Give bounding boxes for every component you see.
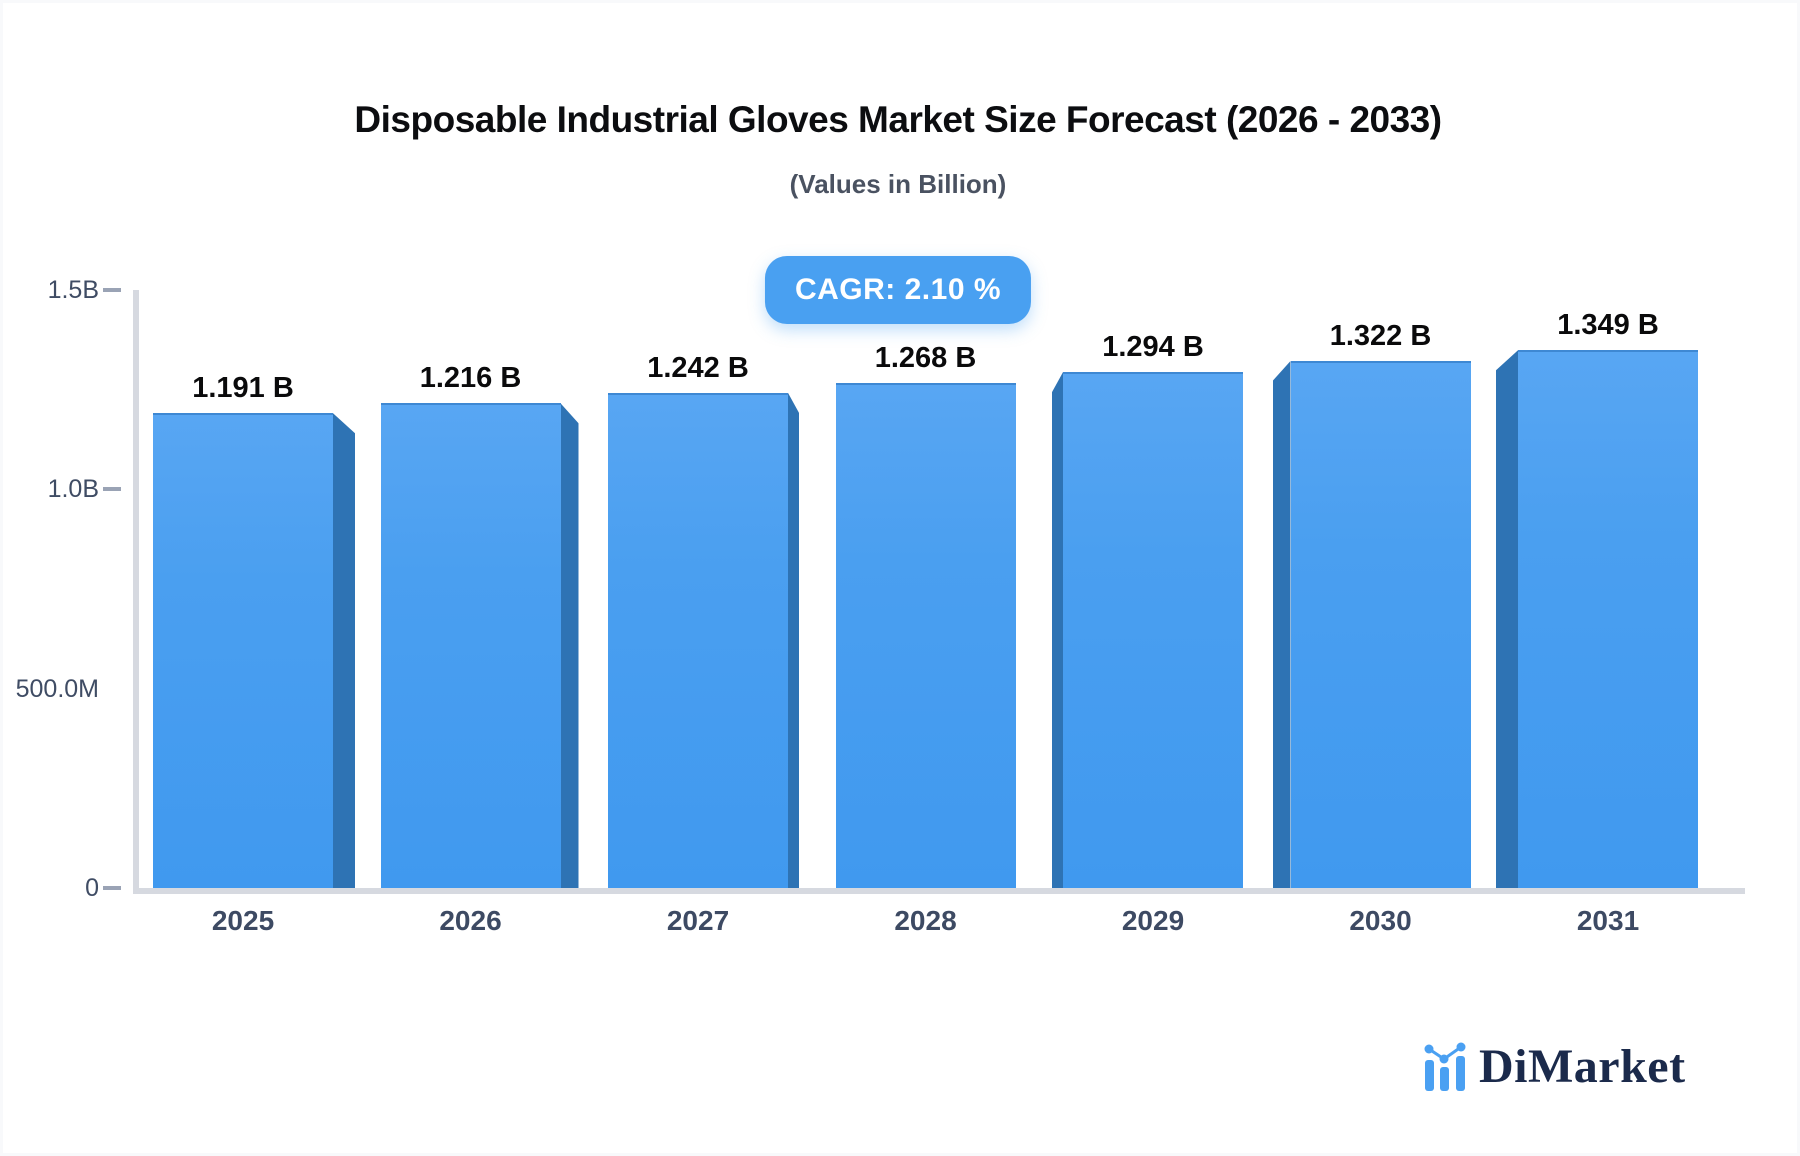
y-axis-label-500.0M: 500.0M (15, 674, 99, 703)
bar-2028[interactable]: 1.268 B (835, 342, 1016, 888)
x-axis-label-2028: 2028 (894, 905, 957, 936)
bar-face-2026 (380, 403, 561, 888)
bar-value-label-2028: 1.268 B (874, 341, 977, 374)
plot-area: 1.191 B 1.216 B 1.242 B 1.268 B 1.294 B 1.322… (136, 290, 1745, 888)
chart-subtitle: (Values in Billion) (789, 169, 1007, 199)
bar-value-label-2031: 1.349 B (1557, 309, 1659, 342)
chart-title: Disposable Industrial Gloves Market Size… (354, 99, 1442, 140)
x-axis-label-2026: 2026 (439, 905, 502, 936)
bar-2029[interactable]: 1.294 B (1052, 331, 1243, 888)
bar-face-2025 (153, 413, 333, 888)
bar-side-face-2026 (560, 403, 579, 888)
bar-side-face-2025 (333, 413, 355, 888)
bar-face-2029 (1063, 372, 1243, 888)
x-axis-label-2031: 2031 (1576, 905, 1640, 936)
y-axis-tick (103, 487, 121, 492)
bar-face-2027 (608, 392, 788, 888)
bar-2025[interactable]: 1.191 B (153, 372, 355, 888)
y-axis-tick (103, 886, 121, 890)
x-axis-line (133, 888, 1745, 894)
bar-face-2030 (1290, 360, 1471, 888)
bar-value-label-2026: 1.216 B (419, 362, 522, 395)
y-axis-line (133, 290, 139, 894)
brand-logo: DiMarket (1423, 1041, 1686, 1091)
x-axis-label-2030: 2030 (1349, 905, 1412, 936)
bar-value-label-2030: 1.322 B (1329, 319, 1432, 352)
bar-value-label-2025: 1.191 B (192, 372, 294, 405)
brand-name: DiMarket (1479, 1040, 1686, 1093)
bar-side-face-2027 (788, 392, 799, 888)
y-axis-label-1.5B: 1.5B (47, 276, 99, 304)
bar-face-2031 (1518, 350, 1698, 888)
y-axis-label-0: 0 (85, 874, 99, 902)
bar-value-label-2027: 1.242 B (647, 351, 749, 384)
cagr-badge: CAGR: 2.10 % (764, 256, 1032, 324)
bar-side-face-2031 (1496, 350, 1518, 888)
x-axis-label-2025: 2025 (211, 905, 275, 936)
brand-logo-icon (1423, 1041, 1467, 1091)
bar-face-2028 (835, 382, 1016, 888)
x-axis-label-2027: 2027 (666, 905, 730, 936)
x-axis-label-2029: 2029 (1121, 905, 1185, 936)
bar-side-face-2030 (1272, 360, 1291, 888)
bar-2026[interactable]: 1.216 B (380, 362, 579, 888)
bar-2030[interactable]: 1.322 B (1272, 320, 1471, 888)
bar-value-label-2029: 1.294 B (1102, 331, 1204, 364)
y-axis-label-1.0B: 1.0B (47, 475, 99, 504)
bar-2027[interactable]: 1.242 B (608, 352, 799, 888)
bar-2031[interactable]: 1.349 B (1496, 309, 1698, 888)
y-axis-tick (103, 288, 121, 292)
bar-side-face-2029 (1052, 372, 1063, 888)
